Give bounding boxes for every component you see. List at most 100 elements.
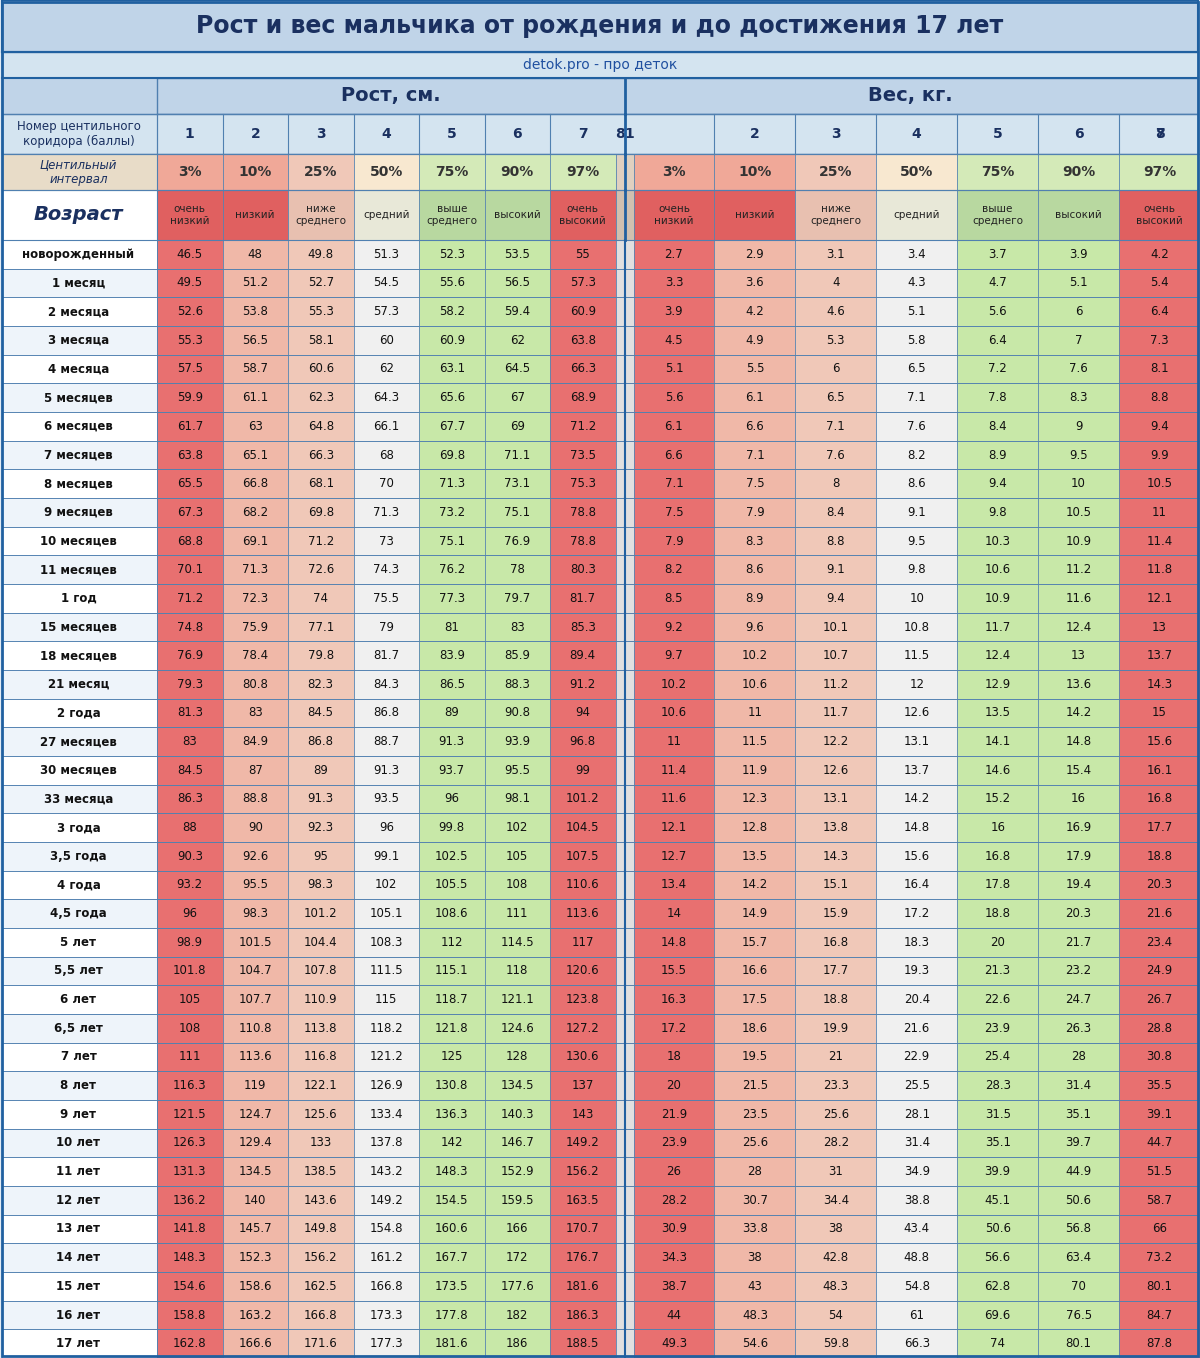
Text: 7.1: 7.1 — [745, 448, 764, 462]
Text: 177.3: 177.3 — [370, 1338, 403, 1350]
Bar — [1038, 756, 1120, 785]
Text: 20: 20 — [666, 1080, 682, 1092]
Text: 66.8: 66.8 — [242, 477, 269, 490]
Text: 23.2: 23.2 — [1066, 964, 1092, 978]
Bar — [1120, 1244, 1200, 1272]
Text: 68.2: 68.2 — [242, 505, 269, 519]
Bar — [157, 698, 222, 728]
Text: 8.6: 8.6 — [907, 477, 926, 490]
Text: 30 месяцев: 30 месяцев — [40, 763, 116, 777]
Bar — [634, 411, 714, 440]
Bar — [354, 669, 419, 698]
Text: 5.1: 5.1 — [907, 306, 926, 318]
Bar — [1120, 1043, 1200, 1071]
Text: Вес, кг.: Вес, кг. — [868, 87, 953, 106]
Bar — [288, 641, 354, 669]
Bar — [419, 756, 485, 785]
Bar — [634, 555, 714, 584]
Bar — [550, 870, 616, 899]
Text: 15: 15 — [1152, 706, 1166, 720]
Bar — [2, 498, 157, 527]
Bar — [354, 1301, 419, 1329]
Text: 172: 172 — [506, 1251, 528, 1264]
Bar — [485, 153, 550, 190]
Text: 2 года: 2 года — [56, 706, 101, 720]
Bar — [222, 612, 288, 641]
Bar — [550, 986, 616, 1014]
Bar — [2, 555, 157, 584]
Bar — [354, 1214, 419, 1244]
Bar — [616, 1100, 634, 1128]
Text: 107.8: 107.8 — [304, 964, 337, 978]
Text: 70: 70 — [379, 477, 394, 490]
Bar — [1120, 1100, 1200, 1128]
Bar — [354, 756, 419, 785]
Bar — [714, 1329, 796, 1358]
Bar — [2, 986, 157, 1014]
Text: 28.1: 28.1 — [904, 1108, 930, 1120]
Bar — [550, 728, 616, 756]
Bar — [222, 1157, 288, 1186]
Bar — [616, 728, 634, 756]
Text: 68.1: 68.1 — [307, 477, 334, 490]
Text: 18: 18 — [666, 1051, 682, 1063]
Bar — [222, 956, 288, 986]
Text: 181.6: 181.6 — [434, 1338, 468, 1350]
Bar — [616, 440, 634, 470]
Text: 84.3: 84.3 — [373, 678, 400, 691]
Text: 95: 95 — [313, 850, 328, 862]
Bar — [616, 326, 634, 354]
Bar — [876, 440, 958, 470]
Text: 105.5: 105.5 — [436, 879, 468, 891]
Bar — [714, 1244, 796, 1272]
Bar — [1038, 440, 1120, 470]
Text: 79: 79 — [379, 621, 394, 633]
Text: 96: 96 — [444, 793, 460, 805]
Text: 15.4: 15.4 — [1066, 763, 1092, 777]
Bar — [1120, 813, 1200, 842]
Text: 4.7: 4.7 — [989, 277, 1007, 289]
Text: 10.1: 10.1 — [823, 621, 848, 633]
Text: 22.9: 22.9 — [904, 1051, 930, 1063]
Bar — [876, 354, 958, 383]
Text: 55: 55 — [575, 247, 590, 261]
Text: Номер центильного
коридора (баллы): Номер центильного коридора (баллы) — [17, 120, 140, 148]
Text: 10.2: 10.2 — [742, 649, 768, 663]
Bar — [550, 1071, 616, 1100]
Bar — [958, 669, 1038, 698]
Text: 87.8: 87.8 — [1146, 1338, 1172, 1350]
Bar — [796, 641, 876, 669]
Bar — [714, 1128, 796, 1157]
Bar — [958, 813, 1038, 842]
Bar — [616, 669, 634, 698]
Bar — [616, 842, 634, 870]
Bar — [616, 269, 634, 297]
Bar — [354, 1014, 419, 1043]
Bar — [419, 354, 485, 383]
Bar — [222, 986, 288, 1014]
Bar — [634, 326, 714, 354]
Bar — [1038, 354, 1120, 383]
Text: выше
среднего: выше среднего — [972, 204, 1024, 225]
Bar — [2, 928, 157, 956]
Bar — [1120, 498, 1200, 527]
Text: 2 месяца: 2 месяца — [48, 306, 109, 318]
Bar — [2, 240, 157, 269]
Bar — [485, 584, 550, 612]
Bar — [634, 1043, 714, 1071]
Text: 13.7: 13.7 — [1146, 649, 1172, 663]
Bar — [288, 756, 354, 785]
Bar — [958, 498, 1038, 527]
Text: 76.5: 76.5 — [1066, 1309, 1092, 1321]
Bar — [1120, 1272, 1200, 1301]
Text: 99.8: 99.8 — [439, 822, 464, 834]
Text: 6.1: 6.1 — [745, 391, 764, 405]
Text: 31: 31 — [828, 1165, 844, 1179]
Text: 16.1: 16.1 — [1146, 763, 1172, 777]
Bar — [419, 1157, 485, 1186]
Bar — [796, 899, 876, 928]
Bar — [222, 1301, 288, 1329]
Bar — [1120, 555, 1200, 584]
Text: 76.2: 76.2 — [439, 564, 464, 576]
Bar — [288, 269, 354, 297]
